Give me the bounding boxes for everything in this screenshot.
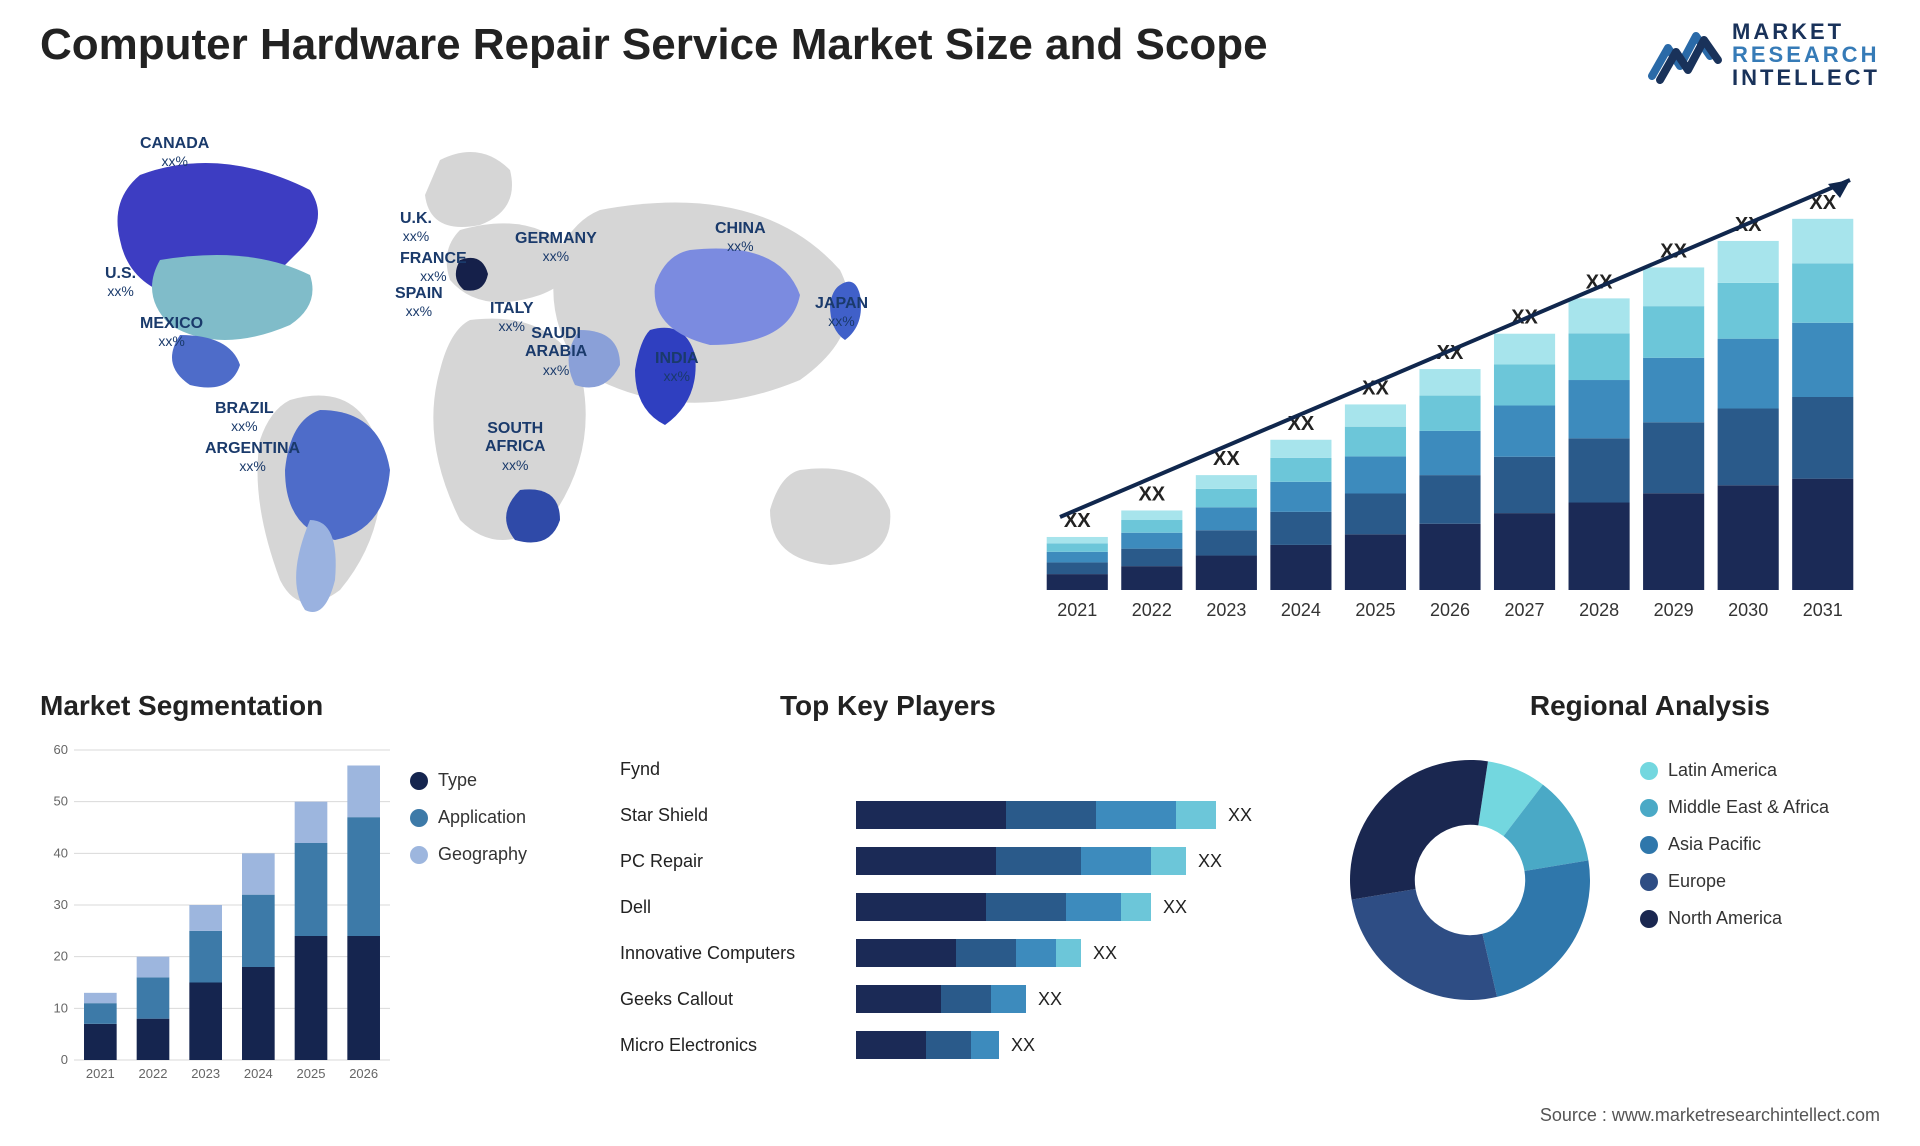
- player-name: PC Repair: [620, 851, 856, 872]
- player-value: XX: [1163, 897, 1187, 918]
- player-row: Innovative Computers XX: [620, 930, 1320, 976]
- players-title: Top Key Players: [780, 690, 996, 722]
- regional-analysis-panel: Regional Analysis Latin America Middle Ea…: [1340, 690, 1880, 1110]
- svg-text:50: 50: [54, 794, 68, 809]
- legend-item: North America: [1640, 908, 1829, 929]
- logo-line2: RESEARCH: [1732, 43, 1880, 66]
- svg-text:2022: 2022: [139, 1066, 168, 1081]
- map-label: JAPANxx%: [815, 295, 868, 332]
- player-bar: XX: [856, 985, 1320, 1013]
- page-title: Computer Hardware Repair Service Market …: [40, 20, 1268, 70]
- map-label: FRANCExx%: [400, 250, 467, 287]
- map-label: INDIAxx%: [655, 350, 699, 387]
- segmentation-title: Market Segmentation: [40, 690, 323, 722]
- logo-line3: INTELLECT: [1732, 66, 1880, 89]
- map-label: SAUDIARABIAxx%: [525, 325, 587, 380]
- player-row: Dell XX: [620, 884, 1320, 930]
- legend-item: Asia Pacific: [1640, 834, 1829, 855]
- segmentation-legend: Type Application Geography: [410, 770, 527, 881]
- legend-item: Europe: [1640, 871, 1829, 892]
- player-bar: [856, 755, 1320, 783]
- svg-text:2021: 2021: [1057, 600, 1097, 620]
- svg-text:2026: 2026: [349, 1066, 378, 1081]
- legend-item: Middle East & Africa: [1640, 797, 1829, 818]
- world-map-panel: CANADAxx% U.S.xx%MEXICOxx% BRAZILxx%ARGENT…: [40, 120, 960, 640]
- svg-text:2022: 2022: [1132, 600, 1172, 620]
- svg-text:2027: 2027: [1505, 600, 1545, 620]
- svg-text:2029: 2029: [1654, 600, 1694, 620]
- logo-line1: MARKET: [1732, 20, 1880, 43]
- player-value: XX: [1011, 1035, 1035, 1056]
- svg-text:60: 60: [54, 742, 68, 757]
- svg-text:XX: XX: [1138, 483, 1165, 505]
- player-bar: XX: [856, 1031, 1320, 1059]
- map-label: U.K.xx%: [400, 210, 432, 247]
- map-label: SPAINxx%: [395, 285, 443, 322]
- player-bar: XX: [856, 893, 1320, 921]
- market-growth-chart: XX2021XX2022XX2023XX2024XX2025XX2026XX20…: [1040, 150, 1860, 650]
- svg-text:2030: 2030: [1728, 600, 1768, 620]
- svg-text:2024: 2024: [1281, 600, 1321, 620]
- logo-text: MARKET RESEARCH INTELLECT: [1732, 20, 1880, 89]
- player-name: Geeks Callout: [620, 989, 856, 1010]
- legend-item: Application: [410, 807, 527, 828]
- svg-text:2023: 2023: [1206, 600, 1246, 620]
- svg-text:2031: 2031: [1803, 600, 1843, 620]
- regional-donut: [1340, 750, 1600, 1010]
- svg-text:20: 20: [54, 949, 68, 964]
- player-name: Innovative Computers: [620, 943, 856, 964]
- legend-item: Type: [410, 770, 527, 791]
- player-name: Micro Electronics: [620, 1035, 856, 1056]
- growth-bars: XX2021XX2022XX2023XX2024XX2025XX2026XX20…: [1040, 150, 1860, 650]
- player-row: Micro Electronics XX: [620, 1022, 1320, 1068]
- svg-text:2025: 2025: [297, 1066, 326, 1081]
- svg-text:2028: 2028: [1579, 600, 1619, 620]
- market-segmentation-panel: Market Segmentation 0 10 20 30 40 50 60 2021 202…: [40, 690, 580, 1110]
- map-label: GERMANYxx%: [515, 230, 597, 267]
- player-row: Geeks Callout XX: [620, 976, 1320, 1022]
- svg-text:2024: 2024: [244, 1066, 273, 1081]
- legend-item: Geography: [410, 844, 527, 865]
- regional-title: Regional Analysis: [1530, 690, 1770, 722]
- player-value: XX: [1228, 805, 1252, 826]
- segmentation-chart: 0 10 20 30 40 50 60 2021 2022 2023 2024 2025 2026: [40, 740, 390, 1090]
- player-name: Fynd: [620, 759, 856, 780]
- infographic-root: Computer Hardware Repair Service Market …: [0, 0, 1920, 1146]
- world-map: [40, 120, 960, 640]
- svg-text:2021: 2021: [86, 1066, 115, 1081]
- player-row: PC Repair XX: [620, 838, 1320, 884]
- player-name: Dell: [620, 897, 856, 918]
- map-label: MEXICOxx%: [140, 315, 203, 352]
- regional-legend: Latin America Middle East & Africa Asia Pa…: [1640, 760, 1829, 945]
- map-label: BRAZILxx%: [215, 400, 274, 437]
- svg-text:0: 0: [61, 1052, 68, 1067]
- map-label: CANADAxx%: [140, 135, 209, 172]
- svg-text:2026: 2026: [1430, 600, 1470, 620]
- map-label: U.S.xx%: [105, 265, 136, 302]
- player-value: XX: [1198, 851, 1222, 872]
- source-attribution: Source : www.marketresearchintellect.com: [1540, 1105, 1880, 1126]
- map-label: SOUTHAFRICAxx%: [485, 420, 545, 475]
- svg-text:40: 40: [54, 845, 68, 860]
- svg-text:2023: 2023: [191, 1066, 220, 1081]
- brand-logo: MARKET RESEARCH INTELLECT: [1650, 20, 1880, 89]
- svg-text:30: 30: [54, 897, 68, 912]
- player-name: Star Shield: [620, 805, 856, 826]
- legend-item: Latin America: [1640, 760, 1829, 781]
- svg-text:2025: 2025: [1355, 600, 1395, 620]
- player-bar: XX: [856, 939, 1320, 967]
- player-row: Fynd: [620, 746, 1320, 792]
- logo-mark-icon: [1650, 26, 1720, 84]
- map-label: CHINAxx%: [715, 220, 766, 257]
- svg-text:10: 10: [54, 1000, 68, 1015]
- player-value: XX: [1093, 943, 1117, 964]
- key-players-panel: Top Key Players FyndStar ShieldXXPC Repa…: [620, 690, 1320, 1110]
- player-row: Star Shield XX: [620, 792, 1320, 838]
- player-value: XX: [1038, 989, 1062, 1010]
- player-bar: XX: [856, 801, 1320, 829]
- player-bar: XX: [856, 847, 1320, 875]
- map-label: ARGENTINAxx%: [205, 440, 300, 477]
- players-list: FyndStar ShieldXXPC RepairXXDellXXInnova…: [620, 746, 1320, 1068]
